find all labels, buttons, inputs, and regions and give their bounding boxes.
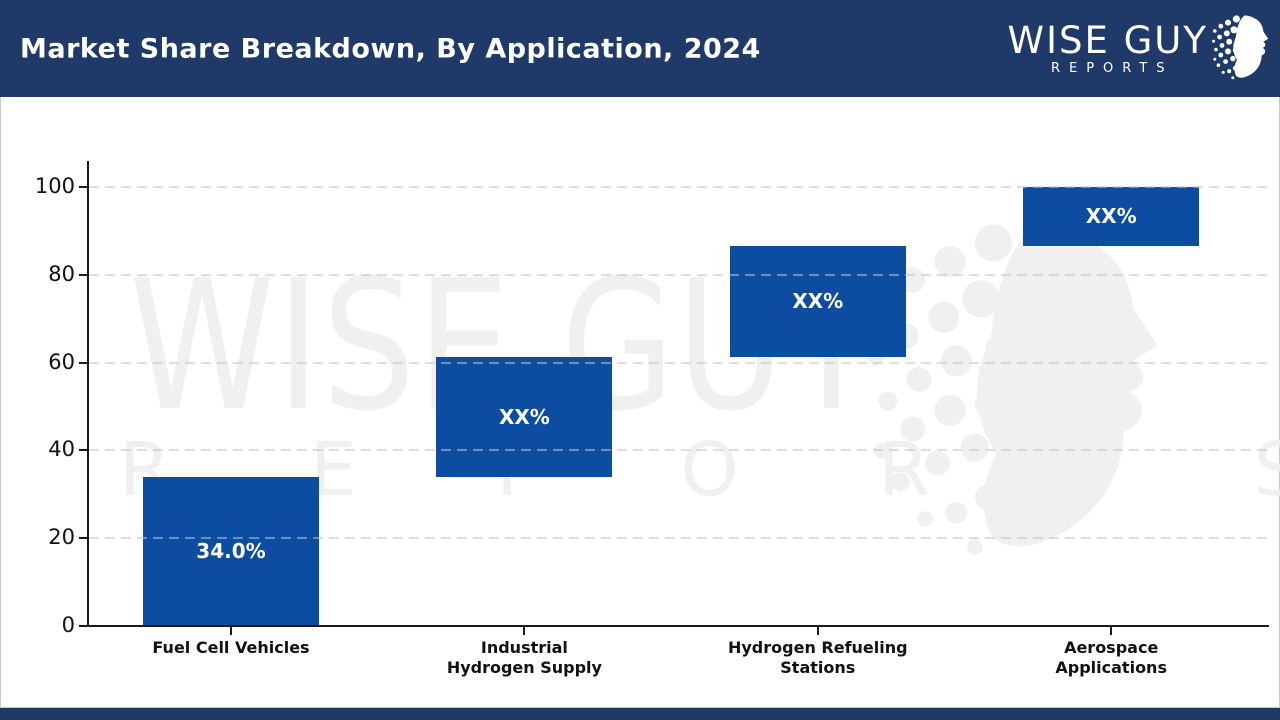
brand-logo-text: WISE GUY REPORTS	[1008, 21, 1208, 77]
brand-subname: REPORTS	[1050, 61, 1174, 76]
category-label: Aerospace Applications	[961, 638, 1261, 678]
category-label-line: Applications	[1055, 658, 1167, 677]
y-axis-tick	[79, 449, 87, 452]
bar-segment: 34.0%	[143, 476, 319, 626]
x-axis-line	[87, 625, 1269, 627]
gridline	[89, 273, 1269, 276]
y-axis-tick	[79, 537, 87, 540]
footer-bar	[0, 708, 1280, 720]
chart-canvas: WISE GUY R E P O R T S 0 20 40 60 80 100 34.0%…	[0, 97, 1280, 708]
y-tick-label: 100	[34, 174, 75, 198]
category-label: Industrial Hydrogen Supply	[374, 638, 674, 678]
brand-logo: WISE GUY REPORTS	[1008, 8, 1270, 90]
bar-value-label: 34.0%	[196, 539, 266, 564]
x-axis-tick	[816, 627, 819, 635]
dotted-head-icon	[1212, 15, 1269, 80]
bar-value-label: XX%	[792, 289, 844, 314]
bar-value-label: XX%	[1085, 204, 1137, 229]
category-label: Fuel Cell Vehicles	[81, 638, 381, 658]
brand-name: WISE GUY	[1007, 19, 1208, 62]
category-label: Hydrogen Refueling Stations	[668, 638, 968, 678]
category-label-line: Hydrogen Refueling	[727, 638, 908, 657]
bar-segment: XX%	[729, 245, 906, 357]
gridline	[89, 449, 1269, 452]
x-axis-tick	[1110, 627, 1113, 635]
y-axis-tick	[79, 361, 87, 364]
category-label-line: Aerospace	[1064, 638, 1159, 657]
y-tick-label: 40	[48, 437, 75, 462]
y-tick-label: 0	[61, 613, 75, 637]
bar-value-label: XX%	[498, 404, 550, 429]
y-tick-label: 20	[48, 525, 75, 550]
category-label-line: Stations	[780, 658, 856, 677]
y-tick-label: 80	[48, 261, 75, 286]
page-title: Market Share Breakdown, By Application, …	[20, 33, 761, 64]
gridline	[89, 537, 1269, 540]
x-axis-tick	[230, 627, 232, 635]
y-axis-tick	[79, 273, 87, 276]
y-tick-label: 60	[48, 349, 75, 374]
bar-segment: XX%	[1023, 187, 1200, 246]
gridline	[89, 361, 1269, 364]
category-label-line: Fuel Cell Vehicles	[152, 638, 310, 657]
category-label-line: Hydrogen Supply	[446, 658, 602, 677]
bar-segment: XX%	[436, 356, 613, 477]
y-axis-line	[87, 161, 89, 627]
gridline	[89, 186, 1269, 188]
x-axis-tick	[523, 627, 526, 635]
y-axis-tick	[79, 186, 87, 188]
y-axis-tick	[79, 625, 87, 627]
header-bar: Market Share Breakdown, By Application, …	[0, 0, 1280, 97]
category-label-line: Industrial	[480, 638, 568, 657]
